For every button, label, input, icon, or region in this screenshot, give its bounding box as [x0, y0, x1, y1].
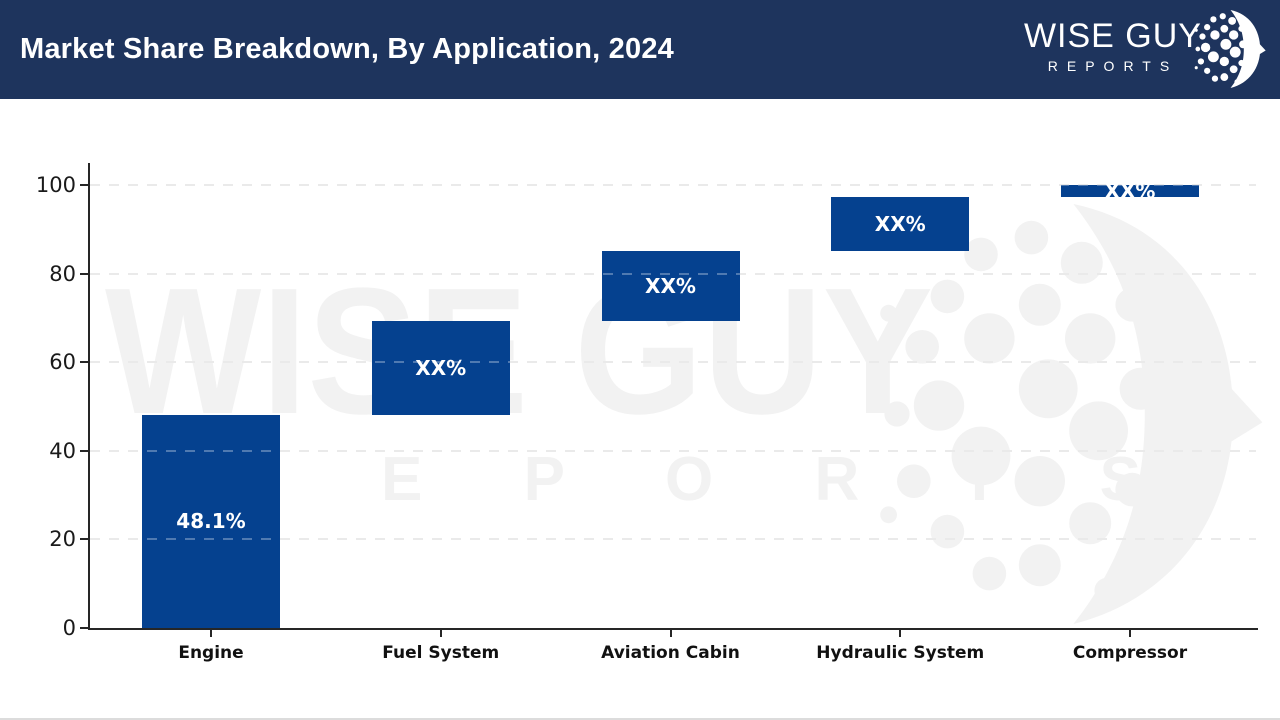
x-label-fuel-system: Fuel System: [382, 643, 500, 663]
x-tick-0: [210, 630, 212, 637]
x-tick-4: [1129, 630, 1131, 637]
chart-canvas: WISE GUY R E P O R T S 0 20 40 60 80 100 48.1%…: [0, 99, 1280, 720]
dotted-head-icon: [1194, 10, 1266, 88]
gridline-60: [90, 361, 1256, 364]
bar-value-label: XX%: [1104, 179, 1156, 204]
gridline-overlay-60: [90, 361, 1256, 364]
y-tick-40: [80, 449, 88, 452]
wise-guy-logo: WISE GUY REPORTS: [1020, 0, 1270, 99]
bar-engine: 48.1%: [142, 414, 280, 628]
x-tick-3: [899, 630, 902, 637]
x-label-engine: Engine: [178, 643, 244, 663]
y-tick-100: [80, 184, 88, 186]
y-tick-label-20: 20: [49, 527, 76, 552]
bar-value-label: XX%: [874, 211, 926, 236]
logo-wordmark: WISE GUY: [1023, 17, 1202, 55]
y-tick-60: [80, 361, 88, 364]
x-tick-1: [439, 630, 442, 637]
logo-text: WISE GUY REPORTS: [1024, 18, 1202, 76]
header-bar: Market Share Breakdown, By Application, …: [0, 0, 1280, 99]
bar-hydraulic-system: XX%: [831, 197, 970, 251]
gridline-overlay-80: [90, 272, 1256, 275]
y-tick-label-100: 100: [35, 173, 76, 197]
bar-value-label: XX%: [645, 274, 696, 298]
watermark-head-icon: [880, 204, 1263, 624]
x-label-hydraulic-system: Hydraulic System: [816, 643, 985, 663]
logo-subtitle: REPORTS: [1047, 58, 1179, 74]
x-tick-2: [669, 630, 672, 637]
watermark-wordmark: WISE GUY: [105, 251, 934, 452]
y-tick-label-40: 40: [49, 438, 76, 463]
y-tick-label-80: 80: [49, 261, 76, 286]
x-axis-line: [88, 628, 1258, 630]
bar-value-label: XX%: [415, 356, 467, 381]
bar-value-label: 48.1%: [176, 509, 246, 534]
bar-aviation-cabin: XX%: [601, 250, 740, 322]
bar-compressor: XX%: [1061, 179, 1199, 203]
gridline-20: [90, 538, 1256, 541]
x-label-compressor: Compressor: [1072, 643, 1188, 663]
y-tick-label-0: 0: [62, 616, 76, 640]
bar-fuel-system: XX%: [371, 321, 510, 415]
gridline-40: [90, 449, 1256, 452]
page-title: Market Share Breakdown, By Application, …: [20, 33, 674, 65]
y-tick-0: [80, 627, 88, 629]
gridline-overlay-20: [90, 538, 1256, 541]
gridline-overlay-40: [90, 449, 1256, 452]
y-tick-80: [80, 272, 88, 275]
gridline-100: [90, 184, 1256, 186]
y-tick-label-60: 60: [49, 350, 76, 375]
gridline-overlay-100: [90, 184, 1256, 186]
y-axis-line: [88, 163, 90, 630]
y-tick-20: [80, 538, 88, 541]
x-label-aviation-cabin: Aviation Cabin: [601, 643, 740, 663]
